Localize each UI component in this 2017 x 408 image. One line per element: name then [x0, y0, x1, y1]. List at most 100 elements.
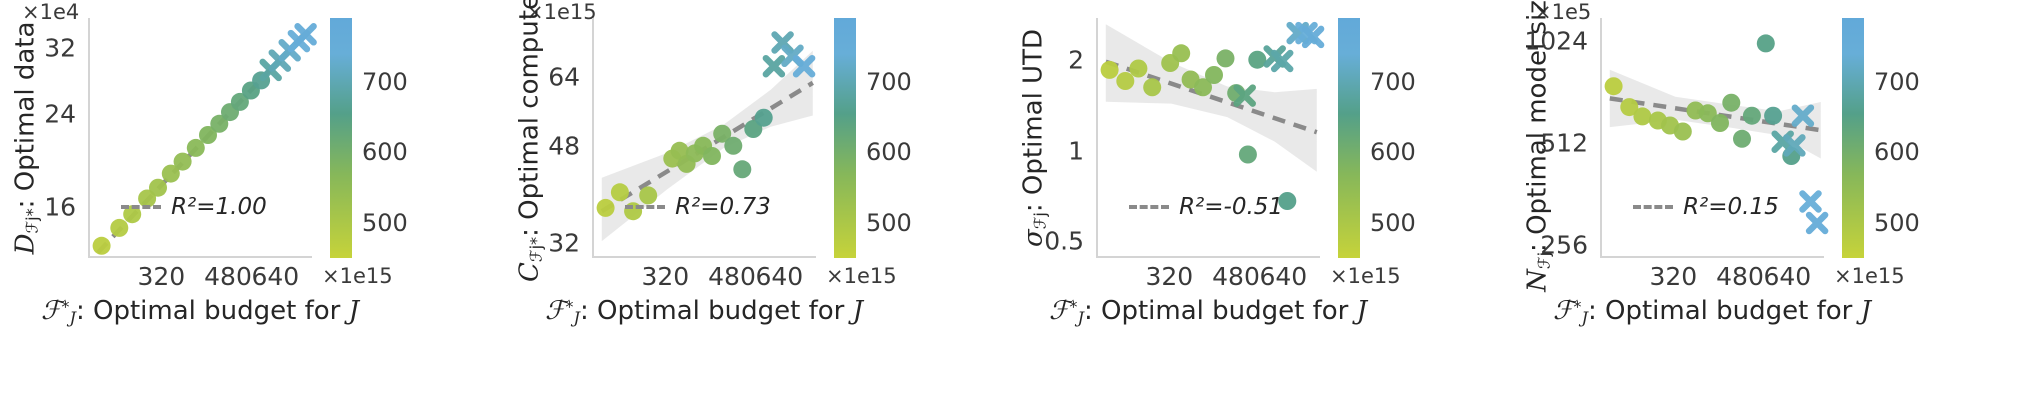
x-tick-label: 640 [1259, 262, 1308, 291]
x-label-superscript: * [1069, 296, 1078, 316]
r2-value: R²=0.73 [675, 194, 771, 221]
x-axis-ticks: 320 480 640 [1096, 262, 1320, 291]
colorbar-tick-label: 500 [1370, 208, 1416, 237]
scatter-point [610, 183, 629, 202]
scatter-point [1620, 98, 1639, 117]
colorbar-tick-label: 700 [866, 67, 912, 96]
scatter-point [733, 160, 752, 179]
trend-line [1609, 96, 1822, 133]
scatter-point [1742, 106, 1761, 125]
y-tick-label: 48 [548, 131, 580, 161]
trend-line [1105, 59, 1318, 135]
colorbar-tick-label: 600 [866, 138, 912, 167]
colorbar-ticks: 700 600 500 [356, 18, 416, 258]
y-axis-ticks: 256 512 1024 [1524, 18, 1594, 260]
scatter-point [199, 126, 217, 144]
scatter-point [1805, 211, 1829, 235]
colorbar-tick-label: 600 [1874, 138, 1920, 167]
x-label-subscript: J [573, 308, 580, 328]
x-axis-label: ℱ*J: Optimal budget for J [1553, 296, 1871, 327]
scatter-point [1248, 50, 1267, 69]
y-tick-label: 0.5 [1044, 226, 1084, 256]
x-label-subscript: J [1581, 308, 1588, 328]
scatter-point [1604, 77, 1623, 96]
scatter-point [1698, 104, 1717, 123]
plot-area: R²=1.00 [88, 18, 317, 258]
x-tick-label: 480 [1212, 262, 1260, 291]
x-label-superscript: * [565, 296, 574, 316]
y-tick-label: 256 [1540, 230, 1588, 260]
x-label-var: J [1860, 296, 1872, 326]
y-tick-label: 1024 [1524, 26, 1588, 56]
scatter-point [1764, 106, 1783, 125]
scatter-point [230, 92, 249, 111]
scatter-point [1673, 122, 1692, 141]
x-label-text: : Optimal budget for [1083, 296, 1357, 326]
x-axis-ticks: 320 480 640 [1600, 262, 1824, 291]
colorbar-gradient [1842, 18, 1864, 258]
x-label-var: J [348, 296, 360, 326]
scatter-svg [1604, 34, 1829, 235]
scatter-point [1205, 66, 1223, 84]
x-label-symbol: ℱ [1048, 296, 1070, 326]
scatter-point [149, 178, 167, 197]
x-tick-label: 640 [251, 262, 300, 291]
x-tick-label: 640 [755, 262, 804, 291]
x-tick-label: 320 [1145, 262, 1194, 291]
y-axis-ticks: 0.5 1 2 [1042, 18, 1090, 258]
scatter-point [724, 136, 743, 155]
scatter-point [1301, 25, 1325, 49]
x-tick-label: 480 [708, 262, 756, 291]
colorbar-tick-label: 500 [362, 208, 408, 237]
y-tick-label: 32 [44, 33, 76, 63]
colorbar-tick-label: 700 [362, 67, 408, 96]
x-label-text: : Optimal budget for [1587, 296, 1861, 326]
x-axis-label: ℱ*J: Optimal budget for J [41, 296, 359, 327]
scatter-svg [596, 31, 816, 242]
colorbar-gradient [834, 18, 856, 258]
scatter-point [703, 147, 721, 165]
x-axis-offset-label: ×1e15 [826, 264, 897, 288]
x-label-superscript: * [1573, 296, 1582, 316]
y-axis-ticks: 16 24 32 [34, 18, 82, 258]
scatter-point [639, 186, 658, 205]
y-tick-label: 1 [1068, 136, 1084, 165]
scatter-point [1711, 114, 1729, 132]
x-label-text: : Optimal budget for [75, 296, 349, 326]
r2-value: R²=-0.51 [1179, 194, 1284, 221]
colorbar-tick-label: 500 [1874, 208, 1920, 237]
x-label-text: : Optimal budget for [579, 296, 853, 326]
r2-legend: R²=-0.51 [1129, 194, 1283, 220]
x-label-superscript: * [61, 296, 70, 316]
x-label-symbol: ℱ [1552, 296, 1574, 326]
scatter-point [186, 138, 205, 157]
colorbar-ticks: 700 600 500 [1868, 18, 1928, 258]
trend-dash-sample [625, 205, 666, 210]
x-axis-label: ℱ*J: Optimal budget for J [545, 296, 863, 327]
scatter-point [123, 205, 142, 224]
scatter-point [1116, 72, 1135, 90]
scatter-point [294, 23, 317, 46]
x-label-symbol: ℱ [40, 296, 62, 326]
scatter-point [1100, 60, 1119, 79]
y-tick-label: 24 [44, 99, 76, 129]
trend-dash-sample [1633, 205, 1674, 210]
y-tick-label: 64 [548, 62, 580, 92]
scatter-point [1633, 107, 1652, 126]
x-axis-offset-label: ×1e15 [1834, 264, 1905, 288]
r2-value: R²=1.00 [171, 194, 267, 221]
scatter-point [1756, 34, 1775, 53]
colorbar-ticks: 700 600 500 [860, 18, 920, 258]
y-axis-ticks: 32 48 64 [538, 18, 586, 258]
scatter-point [1172, 44, 1191, 63]
colorbar-tick-label: 600 [362, 138, 408, 167]
colorbar-tick-label: 700 [1370, 67, 1416, 96]
y-label-symbol: C [514, 262, 545, 282]
x-tick-label: 320 [641, 262, 690, 291]
x-tick-label: 320 [1649, 262, 1698, 291]
scatter-point [1278, 192, 1297, 210]
y-tick-label: 32 [548, 228, 580, 258]
x-label-subscript: J [69, 308, 76, 328]
r2-legend: R²=0.15 [1633, 194, 1779, 220]
scatter-point [1733, 129, 1751, 148]
